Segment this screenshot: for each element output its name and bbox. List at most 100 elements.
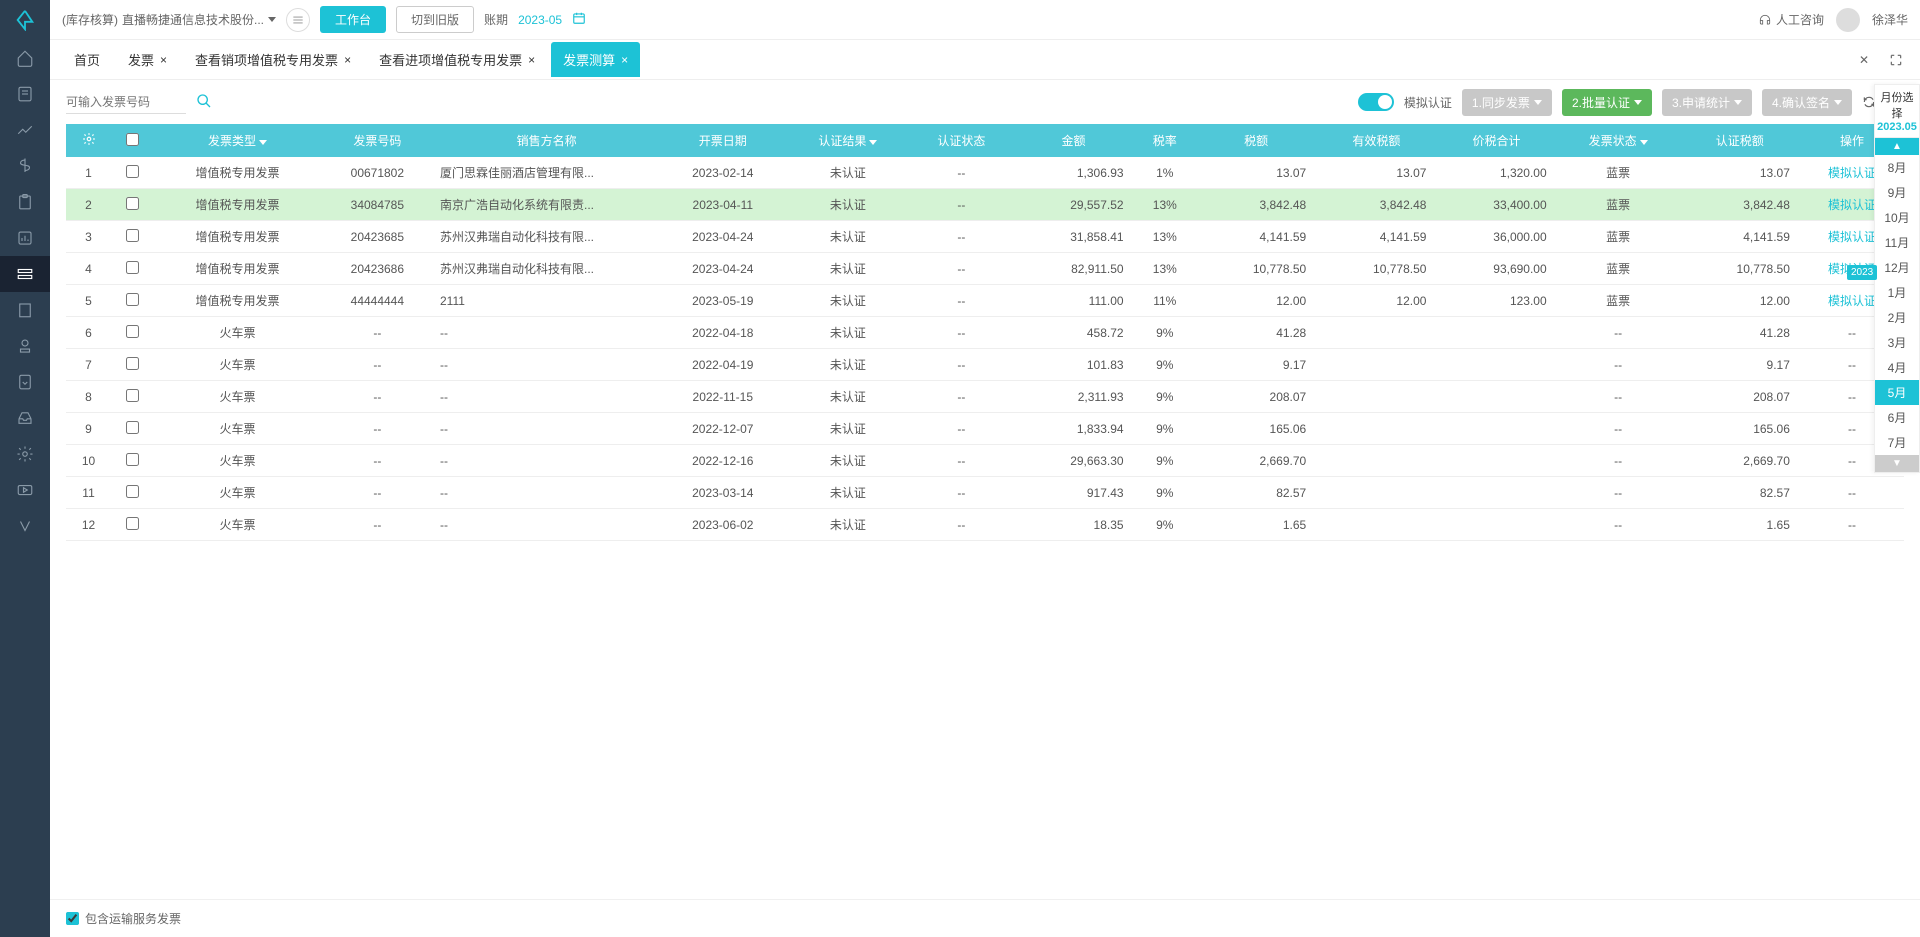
table-row[interactable]: 1增值税专用发票00671802厦门思霖佳丽酒店管理有限...2023-02-1… <box>66 157 1904 189</box>
app-logo[interactable] <box>0 0 50 40</box>
row-checkbox[interactable] <box>126 165 139 178</box>
table-header-cell[interactable]: 认证结果 <box>786 124 909 157</box>
month-item[interactable]: 3月 <box>1875 330 1919 355</box>
row-checkbox[interactable] <box>126 261 139 274</box>
nav-doc-icon[interactable] <box>0 76 50 112</box>
nav-settings-icon[interactable] <box>0 436 50 472</box>
nav-v-icon[interactable] <box>0 508 50 544</box>
step3-button[interactable]: 3.申请统计 <box>1662 89 1752 116</box>
sort-icon <box>259 140 267 145</box>
table-cell <box>111 381 154 413</box>
nav-building-icon[interactable] <box>0 292 50 328</box>
row-checkbox[interactable] <box>126 325 139 338</box>
nav-home-icon[interactable] <box>0 40 50 76</box>
table-cell: 蓝票 <box>1557 253 1680 285</box>
select-all-checkbox[interactable] <box>126 133 139 146</box>
simulate-toggle[interactable] <box>1358 93 1394 111</box>
step2-button[interactable]: 2.批量认证 <box>1562 89 1652 116</box>
switch-old-button[interactable]: 切到旧版 <box>396 6 474 33</box>
table-cell: 8 <box>66 381 111 413</box>
month-item[interactable]: 10月 <box>1875 205 1919 230</box>
close-all-icon[interactable]: ✕ <box>1852 48 1876 72</box>
row-checkbox[interactable] <box>126 357 139 370</box>
table-row[interactable]: 7火车票----2022-04-19未认证--101.839%9.17--9.1… <box>66 349 1904 381</box>
calendar-icon[interactable] <box>572 11 586 28</box>
nav-report-icon[interactable] <box>0 220 50 256</box>
tab-close-icon[interactable]: × <box>344 53 351 67</box>
month-next-icon[interactable]: ▼ <box>1875 455 1919 472</box>
table-header-cell[interactable]: 发票类型 <box>154 124 320 157</box>
step1-button[interactable]: 1.同步发票 <box>1462 89 1552 116</box>
company-selector[interactable]: (库存核算) 直播畅捷通信息技术股份... <box>62 11 276 28</box>
nav-inbox-icon[interactable] <box>0 400 50 436</box>
tab-item[interactable]: 首页 <box>62 42 112 77</box>
tab-item[interactable]: 查看进项增值税专用发票× <box>367 42 547 77</box>
workspace-button[interactable]: 工作台 <box>320 6 386 33</box>
user-avatar[interactable] <box>1836 8 1860 32</box>
row-checkbox[interactable] <box>126 485 139 498</box>
table-header-cell[interactable]: 发票状态 <box>1557 124 1680 157</box>
month-prev-icon[interactable]: ▲ <box>1875 138 1919 155</box>
row-checkbox[interactable] <box>126 229 139 242</box>
table-cell <box>1316 381 1436 413</box>
table-row[interactable]: 4增值税专用发票20423686苏州汉弗瑞自动化科技有限...2023-04-2… <box>66 253 1904 285</box>
step4-button[interactable]: 4.确认签名 <box>1762 89 1852 116</box>
simulate-auth-link[interactable]: 模拟认证 <box>1828 198 1876 212</box>
row-checkbox[interactable] <box>126 293 139 306</box>
table-row[interactable]: 10火车票----2022-12-16未认证--29,663.309%2,669… <box>66 445 1904 477</box>
table-row[interactable]: 2增值税专用发票34084785南京广浩自动化系统有限责...2023-04-1… <box>66 189 1904 221</box>
tab-close-icon[interactable]: × <box>160 53 167 67</box>
nav-invoice-icon[interactable] <box>0 256 50 292</box>
table-row[interactable]: 8火车票----2022-11-15未认证--2,311.939%208.07-… <box>66 381 1904 413</box>
row-checkbox[interactable] <box>126 389 139 402</box>
period-value[interactable]: 2023-05 <box>518 13 562 27</box>
simulate-auth-link[interactable]: 模拟认证 <box>1828 294 1876 308</box>
month-item[interactable]: 2月 <box>1875 305 1919 330</box>
table-cell: 82.57 <box>1196 477 1316 509</box>
row-checkbox[interactable] <box>126 421 139 434</box>
table-cell: 13.07 <box>1316 157 1436 189</box>
month-item[interactable]: 8月 <box>1875 155 1919 180</box>
search-icon[interactable] <box>196 93 212 112</box>
table-row[interactable]: 9火车票----2022-12-07未认证--1,833.949%165.06-… <box>66 413 1904 445</box>
nav-export-icon[interactable] <box>0 364 50 400</box>
nav-chart-icon[interactable] <box>0 112 50 148</box>
table-header-cell: 认证税额 <box>1680 124 1800 157</box>
include-transport-checkbox[interactable] <box>66 912 79 925</box>
fullscreen-icon[interactable] <box>1884 48 1908 72</box>
table-row[interactable]: 6火车票----2022-04-18未认证--458.729%41.28--41… <box>66 317 1904 349</box>
tab-item[interactable]: 发票× <box>116 42 179 77</box>
table-cell: 208.07 <box>1196 381 1316 413</box>
month-item[interactable]: 7月 <box>1875 430 1919 455</box>
tab-close-icon[interactable]: × <box>528 53 535 67</box>
tab-item[interactable]: 发票测算× <box>551 42 640 77</box>
table-row[interactable]: 11火车票----2023-03-14未认证--917.439%82.57--8… <box>66 477 1904 509</box>
row-checkbox[interactable] <box>126 197 139 210</box>
simulate-auth-link[interactable]: 模拟认证 <box>1828 230 1876 244</box>
simulate-auth-link[interactable]: 模拟认证 <box>1828 166 1876 180</box>
tab-close-icon[interactable]: × <box>621 53 628 67</box>
table-row[interactable]: 5增值税专用发票4444444421112023-05-19未认证--111.0… <box>66 285 1904 317</box>
month-item[interactable]: 5月 <box>1875 380 1919 405</box>
user-name[interactable]: 徐泽华 <box>1872 11 1908 28</box>
table-row[interactable]: 3增值税专用发票20423685苏州汉弗瑞自动化科技有限...2023-04-2… <box>66 221 1904 253</box>
row-checkbox[interactable] <box>126 517 139 530</box>
support-link[interactable]: 人工咨询 <box>1758 11 1824 28</box>
table-cell: 未认证 <box>786 189 909 221</box>
search-input[interactable] <box>66 91 186 114</box>
nav-clipboard-icon[interactable] <box>0 184 50 220</box>
month-item[interactable]: 1月 <box>1875 280 1919 305</box>
month-item[interactable]: 12月 <box>1875 255 1919 280</box>
nav-money-icon[interactable] <box>0 148 50 184</box>
row-checkbox[interactable] <box>126 453 139 466</box>
list-icon[interactable] <box>286 8 310 32</box>
table-row[interactable]: 12火车票----2023-06-02未认证--18.359%1.65--1.6… <box>66 509 1904 541</box>
nav-stamp-icon[interactable] <box>0 328 50 364</box>
gear-icon[interactable] <box>82 132 96 146</box>
tab-item[interactable]: 查看销项增值税专用发票× <box>183 42 363 77</box>
nav-video-icon[interactable] <box>0 472 50 508</box>
month-item[interactable]: 9月 <box>1875 180 1919 205</box>
month-item[interactable]: 11月 <box>1875 230 1919 255</box>
month-item[interactable]: 6月 <box>1875 405 1919 430</box>
month-item[interactable]: 4月 <box>1875 355 1919 380</box>
